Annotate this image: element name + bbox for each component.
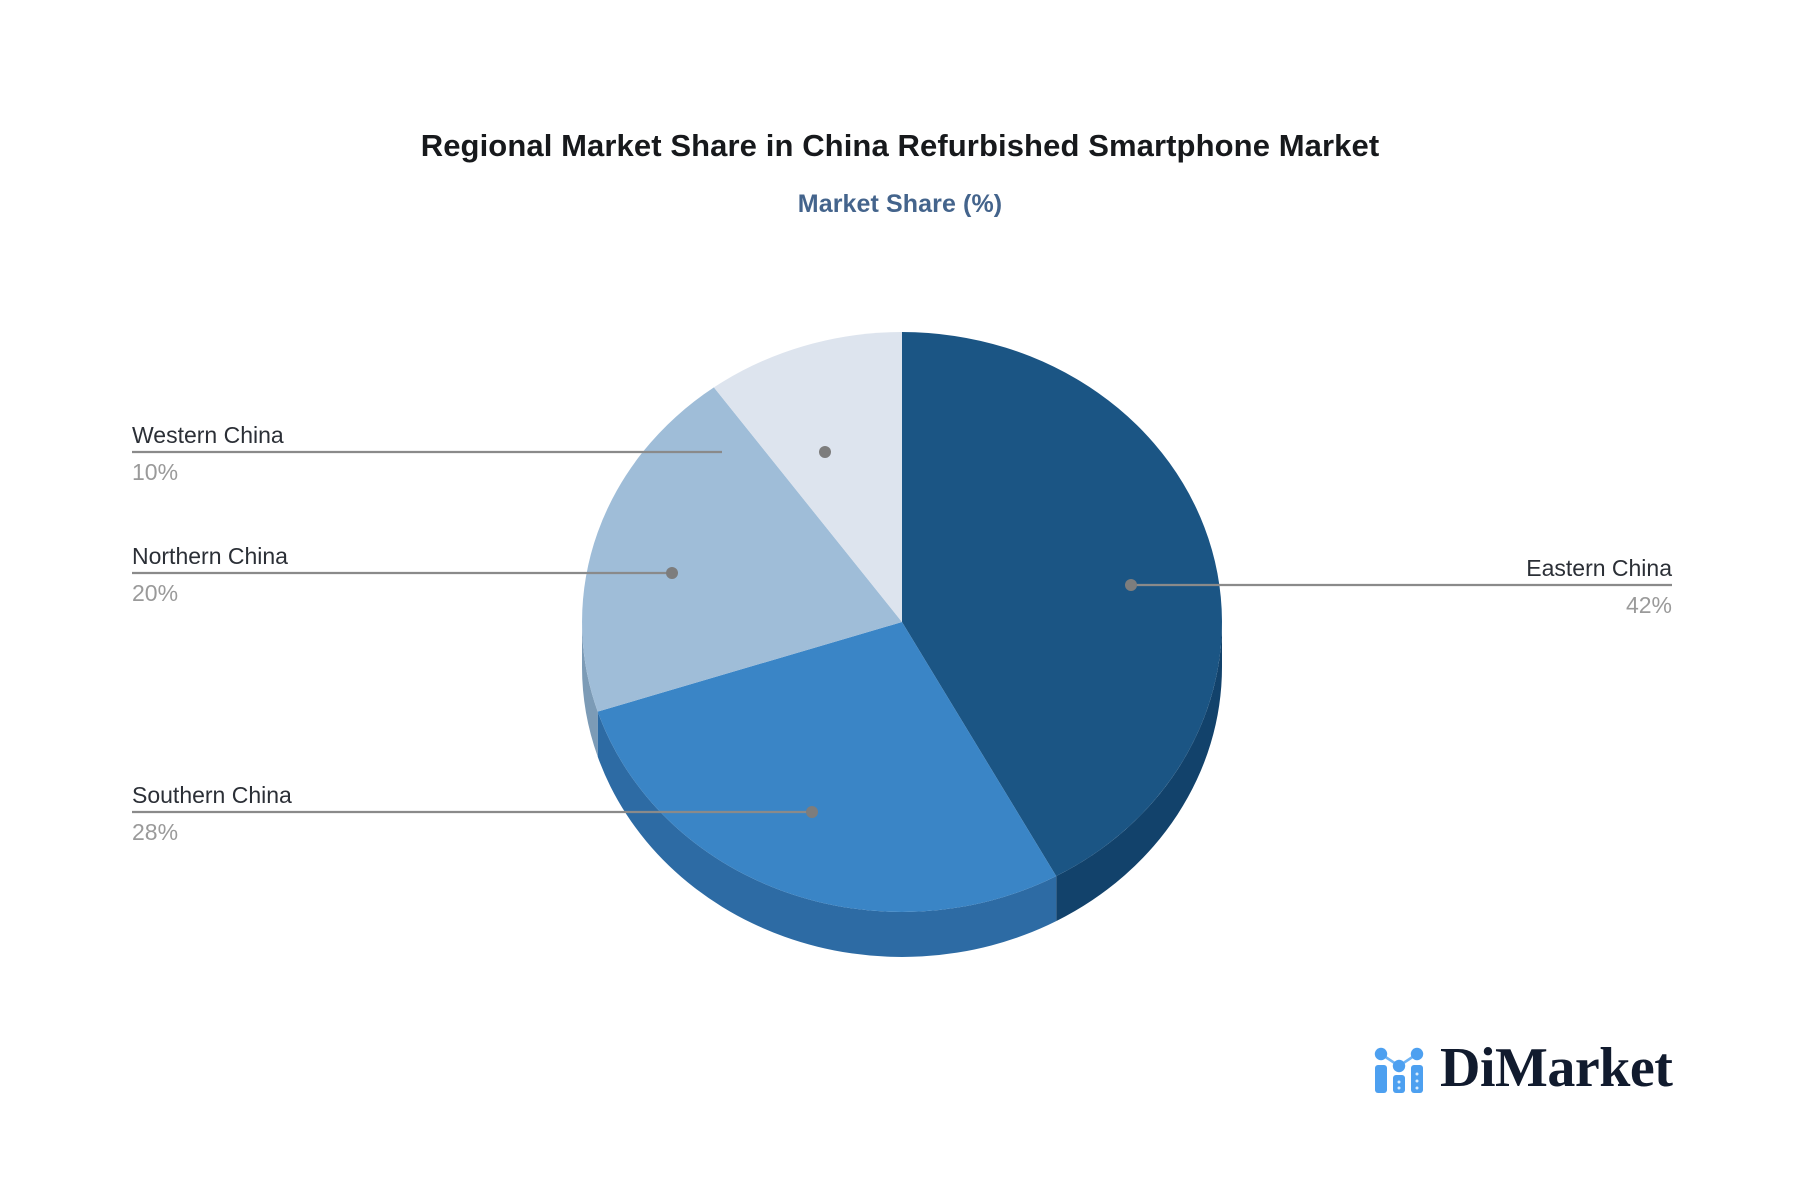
callout-northern-china[interactable]: Northern China 20% [132,541,692,608]
pie-side-southern-china [597,711,1057,957]
callout-label-southern-china: Southern China [132,782,292,808]
callout-value-northern-china: 20% [132,580,179,606]
pie-leader-dots [666,446,1137,818]
pie-slice-eastern-china [902,332,1222,877]
callout-label-western-china: Western China [132,422,284,448]
pie-top-faces [582,332,1222,912]
leader-dot-southern-china [806,806,818,818]
chart-subtitle: Market Share (%) [797,190,1003,218]
pie-slice-western-china [713,332,902,622]
pie-leader-lines [132,450,1672,814]
leader-dot-northern-china [666,567,678,579]
callout-value-southern-china: 28% [132,819,179,845]
brand-name: DiMarket [1440,1037,1673,1099]
pie-3d-sides [582,622,1222,957]
pie-side-northern-china [582,622,598,757]
callout-eastern-china[interactable]: Eastern China 42% [1112,553,1672,620]
brand-logo: DiMarket [1370,1037,1673,1099]
pie-side-eastern-china [1056,622,1222,922]
callout-label-northern-china: Northern China [132,543,288,569]
callout-value-western-china: 10% [132,459,179,485]
leader-dot-eastern-china [1125,579,1137,591]
callout-western-china[interactable]: Western China 10% [132,420,692,487]
leader-dot-western-china [819,446,831,458]
callout-southern-china[interactable]: Southern China 28% [132,780,692,847]
callout-label-eastern-china: Eastern China [1526,555,1672,581]
pie-slice-northern-china [582,387,902,712]
pie-slice-southern-china [597,622,1057,912]
callout-value-eastern-china: 42% [1625,592,1672,618]
chart-title: Regional Market Share in China Refurbish… [420,128,1380,163]
bar-chart-logo-icon [1374,1047,1424,1093]
